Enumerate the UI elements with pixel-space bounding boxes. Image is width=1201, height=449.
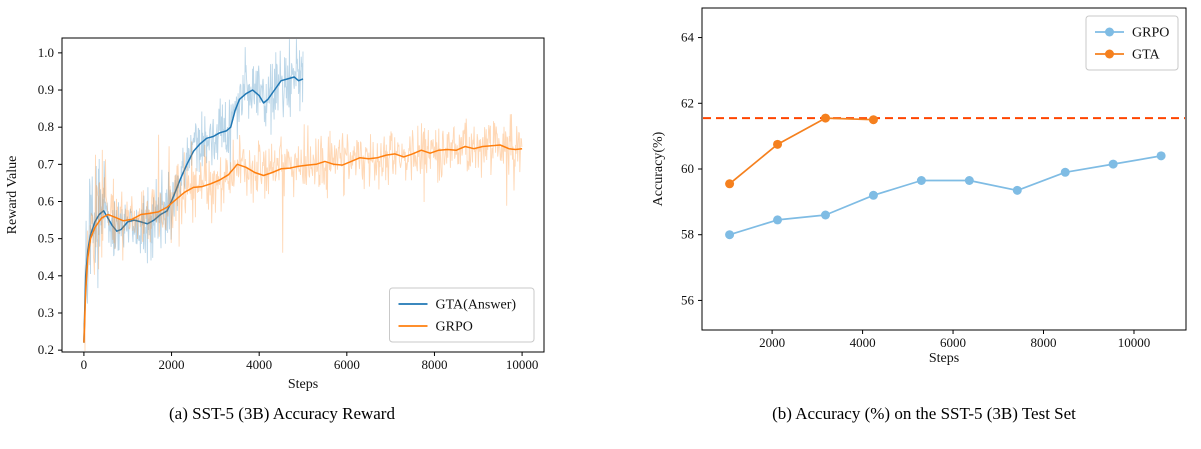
x-tick-label: 8000 — [421, 357, 447, 372]
y-tick-label: 0.5 — [38, 231, 54, 246]
x-tick-label: 10000 — [1118, 335, 1151, 350]
series-marker — [964, 176, 974, 185]
legend-box — [389, 287, 535, 343]
caption-b: (b) Accuracy (%) on the SST-5 (3B) Test … — [772, 404, 1076, 423]
accuracy-chart: 2000 4000 6000 8000 10000 56 58 60 62 64 Steps Accu… — [651, 7, 1187, 366]
accuracy-chart-figure: 2000 4000 6000 8000 10000 56 58 60 62 64 Steps Accu… — [648, 0, 1200, 424]
plot-frame — [61, 37, 545, 353]
series-raw-trace — [83, 39, 304, 335]
series-marker — [820, 210, 830, 220]
legend-label: GTA(Answer) — [436, 298, 517, 313]
series-marker — [1156, 151, 1166, 161]
y-tick-label: 60 — [681, 161, 694, 176]
series-marker — [725, 230, 735, 240]
series-marker — [773, 215, 783, 225]
y-tick-label: 0.3 — [38, 305, 54, 320]
series-line — [729, 117, 874, 185]
x-axis: 2000 4000 6000 8000 10000 — [759, 330, 1150, 350]
series-grpo — [725, 151, 1166, 240]
legend-marker-sample — [1105, 27, 1114, 37]
y-tick-label: 56 — [681, 292, 695, 307]
legend-label: GTA — [1132, 48, 1161, 63]
y-tick-label: 62 — [681, 95, 694, 110]
x-tick-label: 6000 — [940, 335, 966, 350]
series-gta — [725, 113, 878, 189]
series-grpo — [83, 114, 523, 351]
legend: GTA(Answer) GRPO — [389, 287, 535, 343]
y-tick-label: 0.9 — [38, 82, 54, 97]
series-marker — [916, 176, 926, 185]
series-marker — [1108, 159, 1118, 169]
y-tick-label: 0.4 — [38, 268, 55, 283]
x-tick-label: 8000 — [1031, 335, 1057, 350]
y-tick-label: 0.6 — [38, 194, 55, 209]
series-marker — [868, 190, 878, 200]
x-axis: 0 2000 4000 6000 8000 10000 — [81, 352, 539, 372]
series-line — [83, 144, 523, 343]
y-tick-label: 0.2 — [38, 342, 54, 357]
legend: GRPO GTA — [1085, 15, 1179, 71]
reward-chart: 0 2000 4000 6000 8000 10000 0.2 0.3 0.4 0.5 0.6 0.7… — [5, 37, 545, 392]
x-tick-label: 2000 — [159, 357, 185, 372]
x-tick-label: 6000 — [334, 357, 360, 372]
y-axis-label: Accuracy(%) — [651, 131, 666, 206]
legend-label: GRPO — [1132, 26, 1169, 41]
y-axis-label: Reward Value — [5, 156, 20, 235]
series-raw-trace — [83, 114, 523, 351]
series-marker — [725, 179, 735, 189]
x-tick-label: 4000 — [246, 357, 272, 372]
y-axis: 0.2 0.3 0.4 0.5 0.6 0.7 0.8 0.9 1.0 — [38, 45, 62, 357]
x-axis-label: Steps — [288, 377, 318, 392]
y-tick-label: 64 — [681, 30, 695, 45]
x-tick-label: 4000 — [850, 335, 876, 350]
y-tick-label: 0.7 — [38, 156, 55, 171]
legend-marker-sample — [1105, 49, 1114, 59]
y-tick-label: 0.8 — [38, 119, 54, 134]
series-marker — [773, 139, 783, 149]
x-tick-label: 2000 — [759, 335, 785, 350]
reward-chart-figure: 0 2000 4000 6000 8000 10000 0.2 0.3 0.4 0.5 0.6 0.7… — [2, 0, 562, 424]
series-line — [729, 155, 1162, 236]
series-marker — [1012, 185, 1022, 195]
series-marker — [820, 113, 830, 123]
series-marker — [1060, 167, 1070, 177]
x-tick-label: 10000 — [506, 357, 539, 372]
y-tick-label: 1.0 — [38, 45, 54, 60]
legend-label: GRPO — [436, 320, 473, 335]
x-axis-label: Steps — [929, 351, 959, 366]
y-tick-label: 58 — [681, 227, 694, 242]
series-marker — [868, 115, 878, 125]
x-tick-label: 0 — [81, 357, 88, 372]
caption-a: (a) SST-5 (3B) Accuracy Reward — [169, 404, 395, 423]
y-axis: 56 58 60 62 64 — [681, 30, 702, 307]
